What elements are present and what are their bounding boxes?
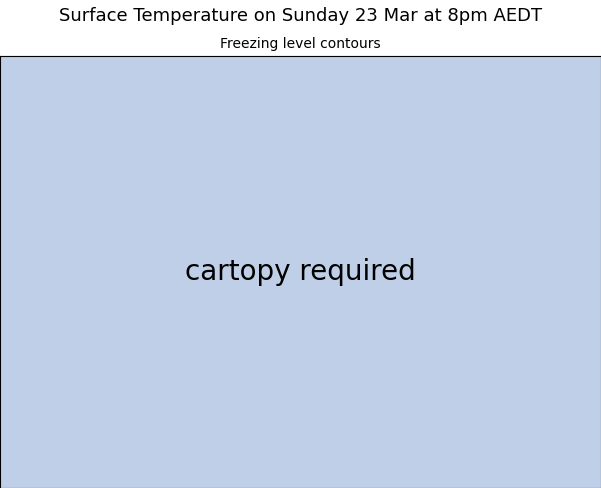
- Text: Freezing level contours: Freezing level contours: [220, 37, 381, 51]
- Text: Surface Temperature on Sunday 23 Mar at 8pm AEDT: Surface Temperature on Sunday 23 Mar at …: [59, 7, 542, 25]
- Text: cartopy required: cartopy required: [185, 258, 416, 286]
